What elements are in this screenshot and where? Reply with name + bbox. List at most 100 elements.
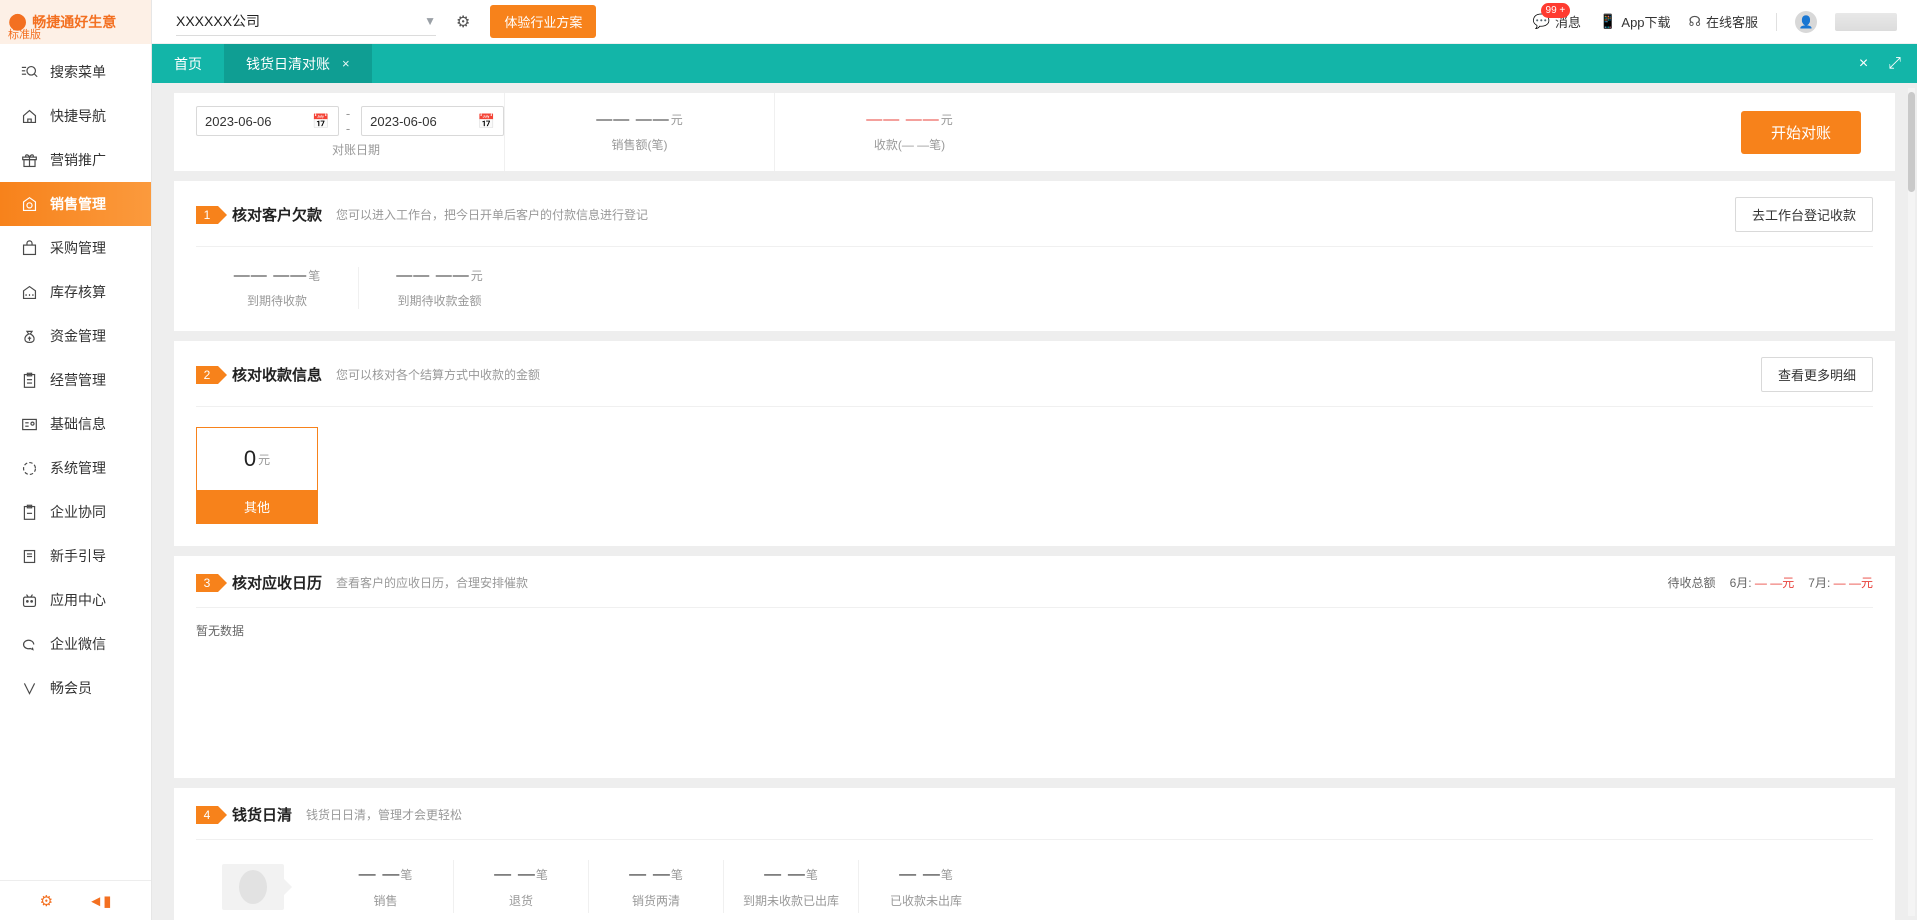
- stat-unit: 元: [470, 269, 483, 283]
- tab-daily-reconciliation[interactable]: 钱货日清对账 ×: [224, 44, 372, 83]
- stat-label: 到期待收款: [246, 294, 307, 308]
- money-bag-icon: [18, 325, 40, 347]
- topbar-right: 💬 消息 99 + 📱 App下载 ☊ 在线客服 👤: [1533, 3, 1917, 33]
- chevron-down-icon: ▼: [424, 14, 436, 28]
- warehouse-icon: [18, 281, 40, 303]
- stat-label: 销售额(笔): [611, 138, 668, 152]
- tabbar: 首页 钱货日清对账 × × ⤢: [152, 44, 1917, 83]
- stat-unit: 笔: [400, 868, 413, 882]
- total-july-month: 7月:: [1808, 576, 1831, 590]
- sidebar-item-app-center[interactable]: 应用中心: [0, 578, 151, 622]
- sidebar-item-purchase[interactable]: 采购管理: [0, 226, 151, 270]
- total-july: 7月: — —元: [1808, 574, 1873, 591]
- view-more-details-button[interactable]: 查看更多明细: [1760, 357, 1873, 392]
- receivable-totals: 待收总额 6月: — —元 7月: — —元: [1668, 574, 1873, 591]
- stat-paid-unshipped-count: — —笔 已收款未出库: [858, 860, 993, 913]
- sidebar-item-guide[interactable]: 新手引导: [0, 534, 151, 578]
- date-separator: --: [345, 106, 351, 136]
- calendar-icon[interactable]: 📅: [312, 112, 330, 129]
- sales-house-icon: [18, 193, 40, 215]
- scrollbar-thumb[interactable]: [1908, 92, 1915, 192]
- payment-method-tiles: 0 元 其他: [174, 407, 1895, 546]
- company-select[interactable]: XXXXXX公司 ▼: [176, 8, 436, 36]
- online-support-label: 在线客服: [1705, 15, 1758, 30]
- fullscreen-icon[interactable]: ⤢: [1888, 54, 1901, 72]
- section-description: 您可以进入工作台，把今日开单后客户的付款信息进行登记: [336, 208, 649, 222]
- gear-icon[interactable]: ⚙: [39, 892, 54, 910]
- company-name: XXXXXX公司: [176, 13, 261, 29]
- sidebar-item-inventory[interactable]: 库存核算: [0, 270, 151, 314]
- stat-value: — —: [899, 864, 941, 883]
- wechat-work-icon: [18, 633, 40, 655]
- app-download-button[interactable]: 📱 App下载: [1599, 12, 1671, 31]
- section-header: 4 钱货日清 钱货日日清，管理才会更轻松: [174, 788, 1895, 839]
- sidebar-item-quick-nav[interactable]: 快捷导航: [0, 94, 151, 138]
- date-start-input[interactable]: 2023-06-06 📅: [196, 106, 339, 136]
- sidebar-item-label: 系统管理: [50, 460, 106, 476]
- brand-logo-icon: ●: [8, 9, 28, 34]
- stat-value: — —: [764, 864, 806, 883]
- stat-label: 到期待收款金额: [397, 294, 482, 308]
- close-all-icon[interactable]: ×: [1858, 54, 1869, 72]
- sidebar-item-label: 企业协同: [50, 504, 106, 520]
- trial-solution-button[interactable]: 体验行业方案: [490, 5, 597, 38]
- messages-button[interactable]: 💬 消息 99 +: [1533, 3, 1581, 31]
- stat-due-receivable-amount: —— ——元 到期待收款金额: [358, 267, 520, 309]
- section-description: 钱货日日清，管理才会更轻松: [306, 808, 463, 822]
- stat-receipts: —— ——元 收款(— —笔): [774, 93, 1044, 171]
- divider: [196, 607, 1873, 608]
- section-actions: 去工作台登记收款: [1734, 197, 1873, 232]
- sidebar-item-vip[interactable]: 畅会员: [0, 666, 151, 710]
- step-badge: 2: [196, 365, 227, 384]
- sidebar-item-operations[interactable]: 经营管理: [0, 358, 151, 402]
- divider: [196, 406, 1873, 407]
- sidebar-item-search-menu[interactable]: 搜索菜单: [0, 50, 151, 94]
- avatar[interactable]: 👤: [1795, 10, 1817, 33]
- payment-tile-other[interactable]: 0 元 其他: [196, 427, 318, 524]
- gear-icon[interactable]: ⚙: [456, 13, 471, 31]
- sidebar-item-label: 销售管理: [50, 196, 106, 212]
- go-workbench-register-button[interactable]: 去工作台登记收款: [1734, 197, 1873, 232]
- sidebar-item-basic-info[interactable]: 基础信息: [0, 402, 151, 446]
- tab-home[interactable]: 首页: [152, 44, 224, 83]
- sidebar-item-marketing[interactable]: 营销推广: [0, 138, 151, 182]
- online-support-button[interactable]: ☊ 在线客服: [1689, 12, 1758, 31]
- stat-value: — —: [494, 864, 536, 883]
- sidebar-item-sales[interactable]: 销售管理: [0, 182, 151, 226]
- collab-clipboard-icon: [18, 501, 40, 523]
- headset-icon: ☊: [1688, 13, 1701, 29]
- date-filter: 2023-06-06 📅 -- 2023-06-06 📅 对账日期: [174, 93, 505, 171]
- tile-unit: 元: [258, 452, 271, 467]
- close-icon[interactable]: ×: [342, 56, 350, 71]
- section-daily-clearing: 4 钱货日清 钱货日日清，管理才会更轻松 — —笔 销售 — —笔 退货: [174, 788, 1895, 920]
- brand-edition: 标准版: [8, 29, 41, 41]
- messages-label: 消息: [1554, 15, 1581, 30]
- sidebar-item-system[interactable]: 系统管理: [0, 446, 151, 490]
- section-title: 核对客户欠款: [232, 207, 323, 224]
- sidebar-item-label: 应用中心: [50, 592, 106, 608]
- id-card-icon: [18, 413, 40, 435]
- filter-card: 2023-06-06 📅 -- 2023-06-06 📅 对账日期 —— ——元…: [174, 93, 1895, 171]
- step-badge: 1: [196, 205, 227, 224]
- sidebar-item-collaboration[interactable]: 企业协同: [0, 490, 151, 534]
- section-title: 核对收款信息: [232, 367, 323, 384]
- date-start-value: 2023-06-06: [205, 113, 272, 129]
- tab-label: 钱货日清对账: [246, 55, 330, 72]
- sidebar-item-label: 采购管理: [50, 240, 106, 256]
- sidebar-item-funds[interactable]: 资金管理: [0, 314, 151, 358]
- collapse-icon[interactable]: ◄▮: [88, 892, 112, 910]
- section-title: 核对应收日历: [232, 575, 323, 592]
- calendar-icon[interactable]: 📅: [477, 112, 496, 129]
- start-reconciliation-button[interactable]: 开始对账: [1740, 110, 1861, 154]
- date-end-input[interactable]: 2023-06-06 📅: [361, 106, 505, 136]
- step-badge: 3: [196, 573, 227, 592]
- tile-label: 其他: [197, 490, 317, 523]
- total-june-value: — —: [1754, 576, 1783, 590]
- search-menu-icon: [18, 61, 40, 83]
- sidebar-item-label: 基础信息: [50, 416, 106, 432]
- sidebar-item-wechat-work[interactable]: 企业微信: [0, 622, 151, 666]
- date-range-row: 2023-06-06 📅 -- 2023-06-06 📅: [196, 106, 505, 136]
- section-header: 2 核对收款信息 您可以核对各个结算方式中收款的金额 查看更多明细: [174, 341, 1895, 406]
- sidebar: ● 畅捷通好生意 标准版 搜索菜单 快捷导航: [0, 0, 152, 920]
- stat-label: 销货两清: [631, 894, 680, 908]
